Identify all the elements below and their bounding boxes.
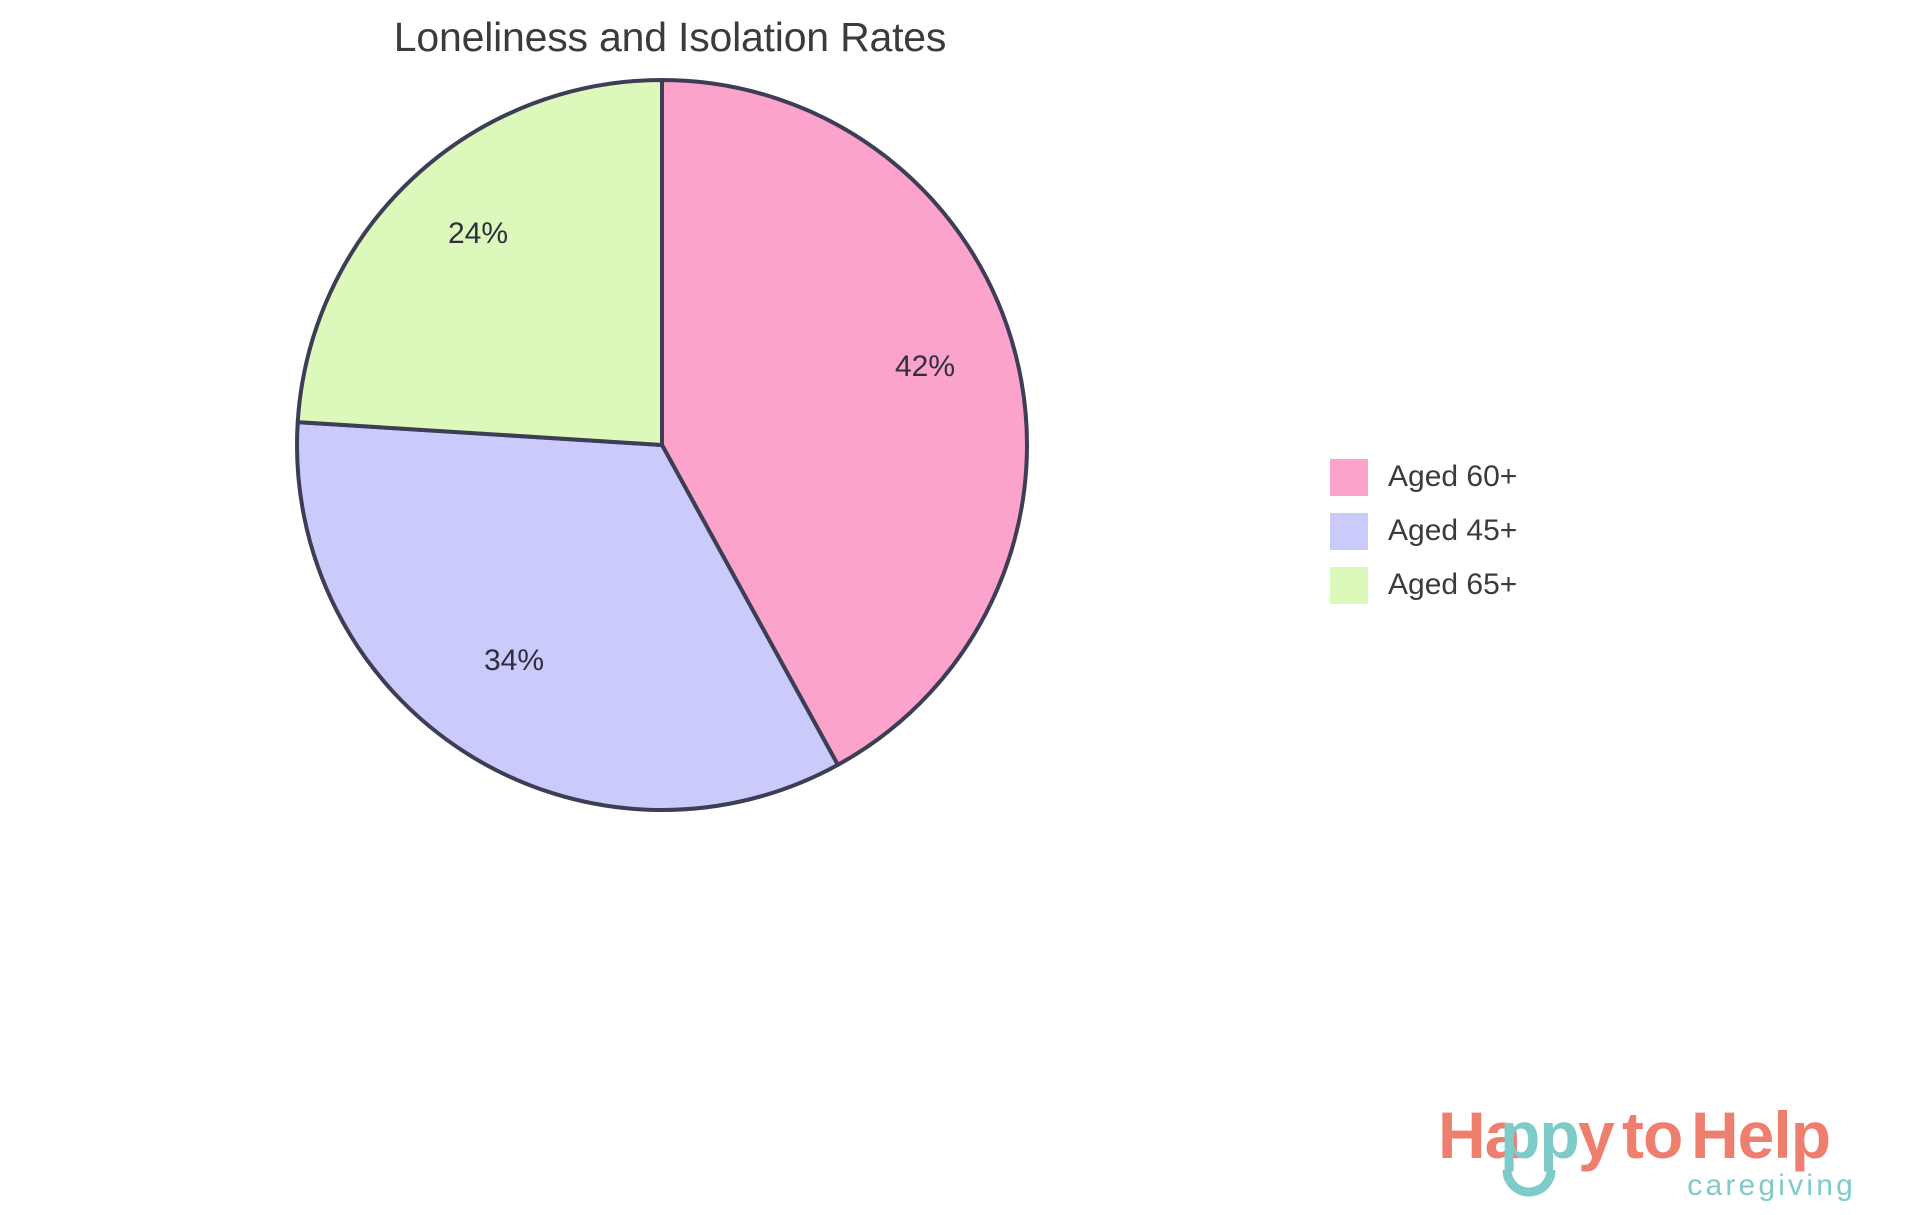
legend-swatch-icon <box>1330 458 1368 496</box>
brand-logo: Ha pp y to Help caregiving <box>1438 1092 1858 1204</box>
legend-swatch-icon <box>1330 566 1368 604</box>
brand-logo-help-text: Help <box>1691 1098 1830 1172</box>
pie-slice-aged-60-plus[interactable] <box>660 78 1029 767</box>
pie-slices <box>295 78 1029 812</box>
smile-arc-icon <box>1502 1169 1556 1197</box>
brand-logo-to-text: to <box>1622 1098 1682 1172</box>
pie-chart: 42% 34% 24% <box>295 78 1029 812</box>
pie-slice-label-aged-65-plus: 24% <box>448 217 508 250</box>
brand-logo-happy-text: Ha <box>1438 1098 1523 1172</box>
brand-logo-tagline-text: caregiving <box>1687 1169 1856 1202</box>
pie-slice-aged-65-plus[interactable] <box>295 78 664 447</box>
legend-item-label: Aged 60+ <box>1388 460 1518 493</box>
pie-chart-svg: 42% 34% 24% <box>295 78 1029 812</box>
legend-item-label: Aged 65+ <box>1388 568 1518 601</box>
legend-item-aged-65-plus[interactable]: Aged 65+ <box>1330 566 1518 604</box>
chart-title: Loneliness and Isolation Rates <box>393 14 947 60</box>
pie-slice-aged-45-plus[interactable] <box>295 420 840 812</box>
pie-slice-label-aged-45-plus: 34% <box>484 644 544 677</box>
legend-item-aged-45-plus[interactable]: Aged 45+ <box>1330 512 1518 550</box>
brand-logo-svg: Ha pp y to Help caregiving <box>1438 1098 1856 1202</box>
legend-swatch-icon <box>1330 512 1368 550</box>
pie-slice-label-aged-60-plus: 42% <box>895 350 955 383</box>
chart-legend: Aged 60+ Aged 45+ Aged 65+ <box>1330 458 1518 604</box>
pie-slice-labels: 42% 34% 24% <box>448 217 955 677</box>
brand-logo-pp-text: pp <box>1500 1098 1579 1172</box>
brand-logo-y-text: y <box>1578 1098 1615 1172</box>
legend-item-aged-60-plus[interactable]: Aged 60+ <box>1330 458 1518 496</box>
legend-item-label: Aged 45+ <box>1388 514 1518 547</box>
